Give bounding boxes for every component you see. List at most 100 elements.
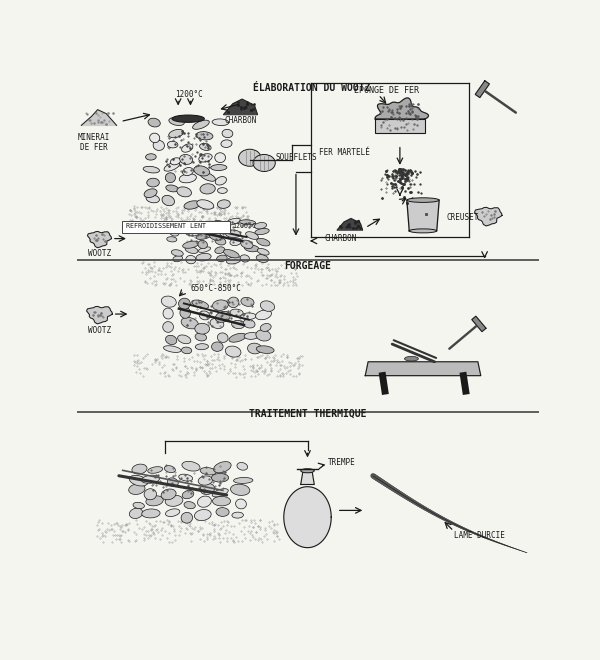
Polygon shape [375,98,428,119]
Ellipse shape [184,502,196,509]
Ellipse shape [407,198,439,203]
Ellipse shape [181,512,193,523]
Text: FER MARTELÉ: FER MARTELÉ [319,148,370,157]
Ellipse shape [182,168,193,176]
Ellipse shape [256,346,274,353]
Ellipse shape [215,152,226,162]
Polygon shape [475,81,490,98]
Ellipse shape [222,129,233,138]
Ellipse shape [230,309,243,316]
FancyBboxPatch shape [375,119,425,133]
Ellipse shape [185,228,200,236]
Ellipse shape [200,143,211,150]
Ellipse shape [223,249,239,258]
Ellipse shape [186,255,196,264]
Ellipse shape [195,323,209,334]
Ellipse shape [148,118,160,127]
Ellipse shape [142,509,160,518]
Ellipse shape [194,166,209,176]
Ellipse shape [257,238,270,246]
Text: REFROIDISSEMENT LENT: REFROIDISSEMENT LENT [126,223,206,229]
Ellipse shape [245,232,259,240]
Text: 1200°C: 1200°C [232,223,256,229]
Ellipse shape [243,319,255,328]
Polygon shape [475,207,502,226]
Ellipse shape [178,335,191,344]
Ellipse shape [129,475,148,486]
Ellipse shape [212,496,230,506]
Ellipse shape [211,342,223,351]
Polygon shape [337,218,362,230]
Ellipse shape [198,476,212,485]
Ellipse shape [215,312,230,322]
Ellipse shape [244,245,259,252]
Ellipse shape [163,346,181,352]
Ellipse shape [169,117,184,125]
Ellipse shape [211,164,227,170]
Ellipse shape [148,467,163,473]
Text: WOOTZ: WOOTZ [88,325,111,335]
Ellipse shape [164,465,175,473]
Ellipse shape [179,298,190,309]
Ellipse shape [200,183,215,194]
Ellipse shape [256,310,272,319]
Ellipse shape [130,508,143,519]
Ellipse shape [166,335,177,345]
Ellipse shape [167,478,178,486]
Ellipse shape [146,195,160,203]
Ellipse shape [170,158,181,165]
Ellipse shape [260,301,275,312]
Ellipse shape [226,230,241,238]
Ellipse shape [216,508,229,516]
Ellipse shape [212,119,229,125]
Ellipse shape [146,496,163,506]
Ellipse shape [179,474,193,481]
Ellipse shape [167,141,178,148]
Polygon shape [284,486,331,548]
Ellipse shape [199,154,212,162]
Polygon shape [81,110,116,125]
Ellipse shape [241,298,254,306]
Ellipse shape [229,333,246,342]
Ellipse shape [182,144,193,152]
Text: TRAITEMENT THERMIQUE: TRAITEMENT THERMIQUE [249,409,366,419]
Ellipse shape [132,464,147,474]
Ellipse shape [196,131,213,140]
Ellipse shape [195,333,206,341]
Ellipse shape [144,189,157,197]
Ellipse shape [153,141,164,150]
Ellipse shape [404,356,418,361]
Text: MINERAI
DE FER: MINERAI DE FER [77,133,110,152]
Ellipse shape [166,173,175,183]
Ellipse shape [172,249,183,256]
Ellipse shape [217,333,228,343]
Ellipse shape [166,509,180,517]
Ellipse shape [179,154,193,164]
Ellipse shape [180,308,191,318]
Ellipse shape [143,166,160,173]
Ellipse shape [218,187,227,193]
Ellipse shape [215,247,225,253]
FancyBboxPatch shape [122,221,230,233]
Polygon shape [88,232,112,248]
Ellipse shape [167,237,177,242]
Ellipse shape [256,330,271,341]
Ellipse shape [182,490,194,499]
Ellipse shape [228,297,239,308]
Ellipse shape [169,129,184,138]
Text: TREMPE: TREMPE [328,458,356,467]
Text: CHARBON: CHARBON [325,234,357,243]
Ellipse shape [200,467,216,475]
Ellipse shape [209,232,222,240]
Ellipse shape [147,178,160,187]
Ellipse shape [199,311,210,320]
Ellipse shape [255,228,269,234]
Text: 1200°C: 1200°C [175,90,203,99]
Ellipse shape [241,240,253,249]
Text: SOUFFLETS: SOUFFLETS [275,153,317,162]
Ellipse shape [211,473,229,482]
Ellipse shape [212,488,229,497]
Ellipse shape [163,321,173,333]
Ellipse shape [173,255,182,262]
Polygon shape [86,306,112,324]
